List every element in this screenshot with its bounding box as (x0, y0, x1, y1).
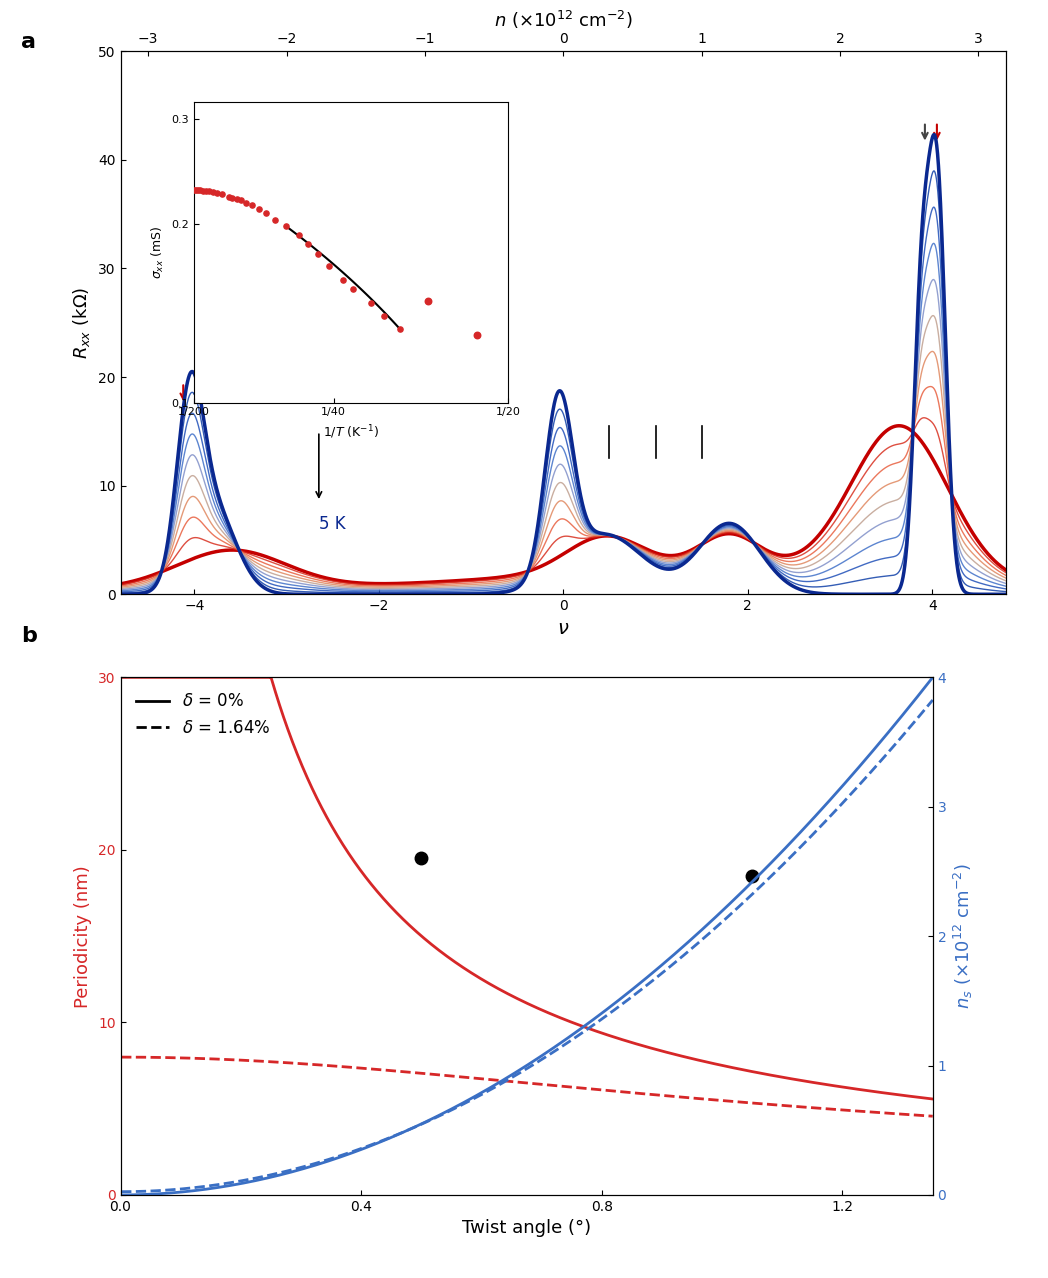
Point (197, 180, 214, 201)
X-axis label: $n$ (×10$^{12}$ cm$^{-2}$): $n$ (×10$^{12}$ cm$^{-2}$) (494, 9, 633, 31)
X-axis label: $1/T$ (K$^{-1}$): $1/T$ (K$^{-1}$) (323, 423, 379, 441)
Point (363, 293, 379, 313)
Point (419, 291, 436, 312)
Point (321, 256, 337, 276)
Point (468, 325, 485, 345)
Point (290, 225, 307, 245)
Point (228, 189, 245, 210)
Text: 5 K: 5 K (320, 515, 346, 533)
Point (192, 179, 209, 199)
Point (376, 305, 393, 326)
Point (188, 179, 204, 199)
Point (258, 203, 275, 224)
Point (278, 216, 294, 236)
Point (214, 184, 231, 204)
Point (185, 179, 202, 199)
Point (238, 192, 255, 212)
Text: b: b (21, 626, 37, 647)
X-axis label: $\nu$: $\nu$ (558, 619, 569, 638)
Point (244, 194, 261, 215)
Point (250, 198, 267, 219)
Y-axis label: $\sigma_{xx}$ (mS): $\sigma_{xx}$ (mS) (150, 226, 166, 279)
Point (233, 190, 249, 211)
Point (224, 188, 241, 208)
Point (204, 181, 221, 202)
Point (190, 179, 206, 199)
Point (267, 210, 284, 230)
Point (220, 187, 237, 207)
Point (345, 279, 362, 299)
Point (392, 318, 409, 339)
Point (209, 183, 225, 203)
Point (300, 234, 316, 254)
X-axis label: Twist angle (°): Twist angle (°) (462, 1219, 591, 1237)
Y-axis label: Periodicity (nm): Periodicity (nm) (74, 865, 92, 1007)
Legend: $\delta$ = 0%, $\delta$ = 1.64%: $\delta$ = 0%, $\delta$ = 1.64% (129, 686, 278, 744)
Text: 80 K: 80 K (282, 390, 319, 408)
Point (194, 180, 211, 201)
Y-axis label: $R_{xx}$ (kΩ): $R_{xx}$ (kΩ) (71, 286, 92, 359)
Point (309, 244, 326, 265)
Y-axis label: $n_s$ (×10$^{12}$ cm$^{-2}$): $n_s$ (×10$^{12}$ cm$^{-2}$) (952, 863, 975, 1010)
Point (334, 270, 351, 290)
Point (200, 180, 217, 201)
Text: a: a (21, 32, 36, 52)
